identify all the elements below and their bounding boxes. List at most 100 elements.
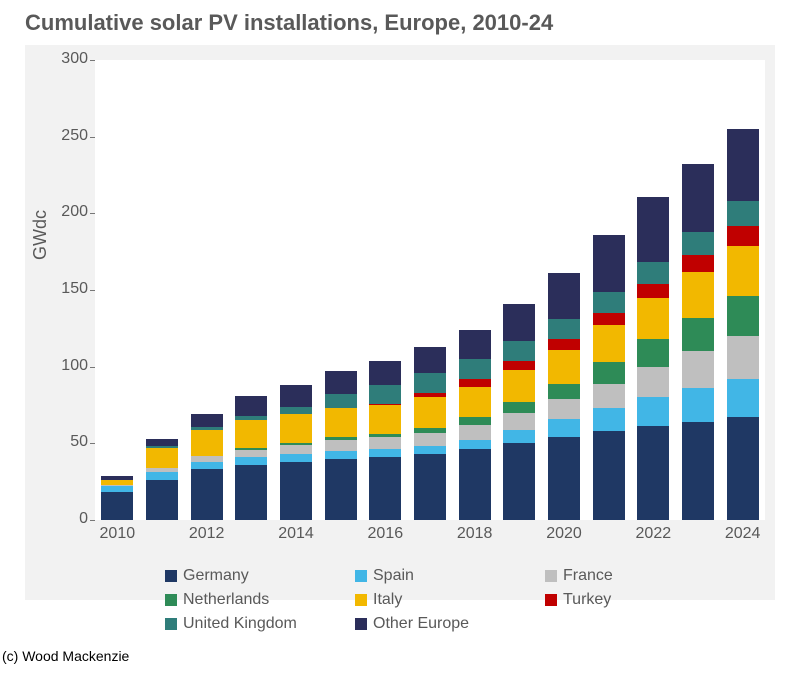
bar-2022 xyxy=(637,197,669,520)
legend-item: Other Europe xyxy=(355,615,545,633)
bar-segment xyxy=(101,492,133,520)
bar-segment xyxy=(548,273,580,319)
y-tick-label: 200 xyxy=(61,203,88,221)
bar-segment xyxy=(280,445,312,454)
legend-swatch xyxy=(165,594,177,606)
bar-segment xyxy=(459,417,491,425)
y-tick-mark xyxy=(90,367,95,368)
legend-swatch xyxy=(355,594,367,606)
y-tick-mark xyxy=(90,213,95,214)
bar-segment xyxy=(325,408,357,437)
bar-segment xyxy=(146,448,178,468)
bar-2015 xyxy=(325,371,357,520)
bar-segment xyxy=(548,339,580,350)
bar-segment xyxy=(727,336,759,379)
bar-segment xyxy=(727,201,759,226)
bar-segment xyxy=(548,384,580,399)
legend-item: Netherlands xyxy=(165,591,355,609)
bar-2020 xyxy=(548,273,580,520)
legend-item: United Kingdom xyxy=(165,615,355,633)
y-tick-mark xyxy=(90,443,95,444)
legend-label: Netherlands xyxy=(183,591,269,609)
bar-segment xyxy=(548,350,580,384)
bar-2023 xyxy=(682,164,714,520)
legend-label: France xyxy=(563,567,613,585)
bar-segment xyxy=(682,272,714,318)
bar-segment xyxy=(593,325,625,362)
credit-text: (c) Wood Mackenzie xyxy=(2,648,129,664)
bar-segment xyxy=(235,457,267,465)
bar-segment xyxy=(325,451,357,459)
bar-segment xyxy=(325,459,357,520)
bar-segment xyxy=(459,379,491,387)
bar-segment xyxy=(459,359,491,379)
bar-segment xyxy=(325,394,357,408)
bar-segment xyxy=(548,319,580,339)
bar-segment xyxy=(593,384,625,409)
legend-swatch xyxy=(165,570,177,582)
legend-swatch xyxy=(355,570,367,582)
legend-item: France xyxy=(545,567,735,585)
x-tick-label: 2016 xyxy=(355,525,415,543)
bar-segment xyxy=(637,367,669,398)
bar-segment xyxy=(369,449,401,457)
bar-segment xyxy=(548,399,580,419)
plot-area xyxy=(95,60,765,520)
bar-segment xyxy=(637,298,669,339)
bar-segment xyxy=(280,454,312,462)
y-axis-label: GWdc xyxy=(30,210,51,260)
bar-segment xyxy=(593,362,625,383)
bar-2014 xyxy=(280,385,312,520)
legend-swatch xyxy=(355,618,367,630)
bar-2016 xyxy=(369,361,401,520)
bar-segment xyxy=(727,379,759,417)
bar-segment xyxy=(414,397,446,428)
bar-segment xyxy=(682,351,714,388)
y-tick-label: 150 xyxy=(61,280,88,298)
bar-segment xyxy=(727,226,759,246)
bar-segment xyxy=(503,402,535,413)
bar-segment xyxy=(369,385,401,403)
bar-segment xyxy=(548,419,580,437)
bar-segment xyxy=(593,313,625,325)
bar-segment xyxy=(459,440,491,449)
legend-label: Turkey xyxy=(563,591,611,609)
x-tick-label: 2024 xyxy=(713,525,773,543)
bar-segment xyxy=(503,361,535,370)
x-tick-label: 2010 xyxy=(87,525,147,543)
bar-2010 xyxy=(101,476,133,520)
legend-item: Spain xyxy=(355,567,545,585)
bar-segment xyxy=(369,405,401,434)
y-tick-label: 300 xyxy=(61,50,88,68)
bar-segment xyxy=(414,373,446,393)
legend-label: United Kingdom xyxy=(183,615,297,633)
bar-segment xyxy=(503,413,535,430)
bar-segment xyxy=(459,449,491,520)
bar-segment xyxy=(325,440,357,451)
bar-segment xyxy=(682,388,714,422)
bar-segment xyxy=(637,262,669,283)
bar-segment xyxy=(191,462,223,470)
bar-2011 xyxy=(146,439,178,520)
bar-segment xyxy=(146,480,178,520)
legend-label: Other Europe xyxy=(373,615,469,633)
x-tick-label: 2020 xyxy=(534,525,594,543)
bar-segment xyxy=(191,469,223,520)
bar-segment xyxy=(727,129,759,201)
legend-label: Spain xyxy=(373,567,414,585)
bar-2018 xyxy=(459,330,491,520)
bar-segment xyxy=(459,330,491,359)
bar-segment xyxy=(637,339,669,367)
bar-segment xyxy=(682,318,714,352)
legend-label: Italy xyxy=(373,591,402,609)
bar-segment xyxy=(637,197,669,263)
bar-segment xyxy=(280,407,312,415)
bar-segment xyxy=(146,439,178,447)
bar-segment xyxy=(682,164,714,231)
x-tick-label: 2022 xyxy=(623,525,683,543)
bar-segment xyxy=(593,235,625,292)
x-tick-label: 2012 xyxy=(177,525,237,543)
bar-segment xyxy=(727,417,759,520)
bar-segment xyxy=(280,414,312,443)
bar-2021 xyxy=(593,235,625,520)
